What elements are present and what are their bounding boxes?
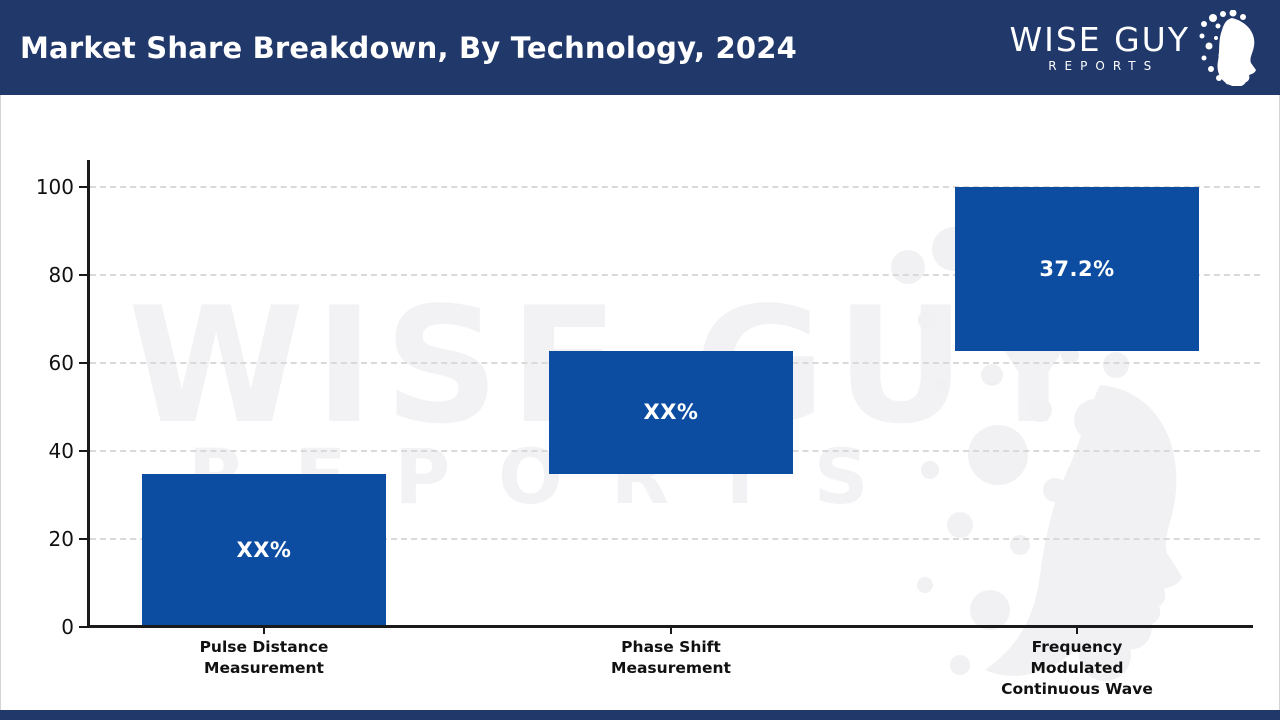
- bar-value-label: XX%: [643, 400, 699, 425]
- x-axis-category-label: Pulse Distance Measurement: [199, 638, 329, 677]
- y-tick-mark: [79, 626, 87, 628]
- y-tick-mark: [79, 538, 87, 540]
- bar-segment: XX%: [142, 473, 386, 627]
- chart-title: Market Share Breakdown, By Technology, 2…: [20, 30, 798, 65]
- y-tick-label: 100: [35, 175, 74, 199]
- x-axis-category-label: Phase Shift Measurement: [611, 638, 731, 677]
- logo-head-icon: [1199, 9, 1256, 86]
- x-tick-mark: [1076, 628, 1078, 634]
- y-tick-label: 40: [48, 439, 74, 463]
- logo-reports-text: REPORTS: [1048, 58, 1160, 73]
- y-tick-label: 60: [48, 351, 74, 375]
- x-axis-line: [87, 625, 1253, 628]
- y-tick-label: 0: [61, 615, 74, 639]
- bar-segment: 37.2%: [955, 187, 1199, 351]
- y-tick-mark: [79, 450, 87, 452]
- x-tick-mark: [670, 628, 672, 634]
- header-bar: Market Share Breakdown, By Technology, 2…: [0, 0, 1280, 95]
- x-axis-category-label: Frequency Modulated Continuous Wave: [1001, 638, 1153, 698]
- y-tick-mark: [79, 186, 87, 188]
- gridline: [90, 538, 1260, 540]
- y-tick-label: 80: [48, 263, 74, 287]
- footer-bar: [0, 710, 1280, 720]
- y-tick-label: 20: [48, 527, 74, 551]
- bar-segment: XX%: [549, 350, 793, 474]
- wiseguy-logo: WISE GUY REPORTS: [1009, 9, 1280, 86]
- logo-wiseguy-text: WISE GUY: [1009, 19, 1190, 59]
- bar-value-label: XX%: [236, 538, 292, 563]
- x-tick-mark: [263, 628, 265, 634]
- gridline: [90, 186, 1260, 188]
- gridline: [90, 274, 1260, 276]
- bar-value-label: 37.2%: [1039, 256, 1115, 281]
- y-axis-line: [87, 160, 90, 627]
- y-tick-mark: [79, 274, 87, 276]
- y-tick-mark: [79, 362, 87, 364]
